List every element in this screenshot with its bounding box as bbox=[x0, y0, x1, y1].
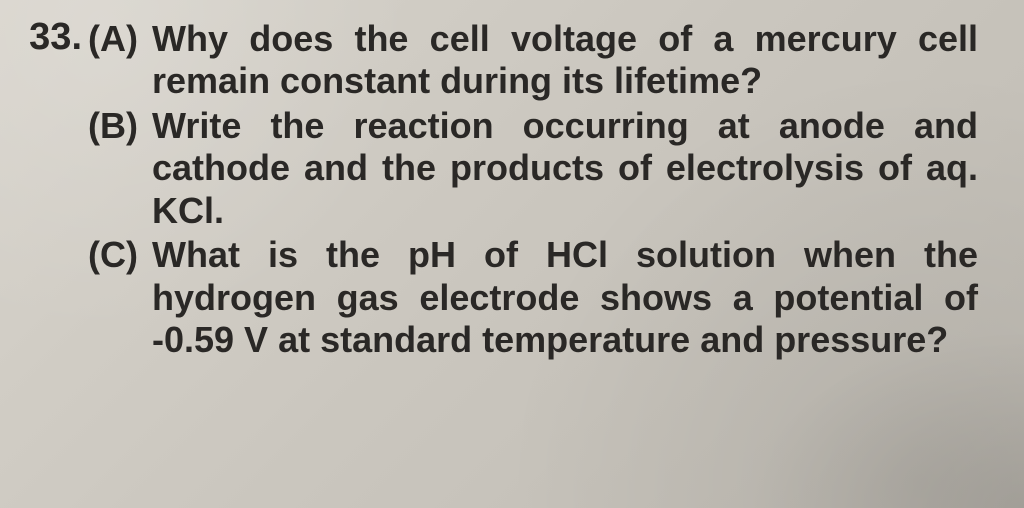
page: 33. (A) Why does the cell voltage of a m… bbox=[0, 0, 1024, 508]
question-number: 33. bbox=[10, 18, 88, 58]
question-row-c: (C) What is the pH of HCl solution when … bbox=[10, 234, 984, 361]
question-row-b: (B) Write the reaction occurring at anod… bbox=[10, 105, 984, 232]
part-label-a: (A) bbox=[88, 18, 152, 60]
part-text-a: Why does the cell voltage of a mercury c… bbox=[152, 18, 984, 103]
part-text-b: Write the reaction occurring at anode an… bbox=[152, 105, 984, 232]
part-text-c: What is the pH of HCl solution when the … bbox=[152, 234, 984, 361]
part-label-c: (C) bbox=[88, 234, 152, 276]
question-row-a: 33. (A) Why does the cell voltage of a m… bbox=[10, 18, 984, 103]
part-label-b: (B) bbox=[88, 105, 152, 147]
